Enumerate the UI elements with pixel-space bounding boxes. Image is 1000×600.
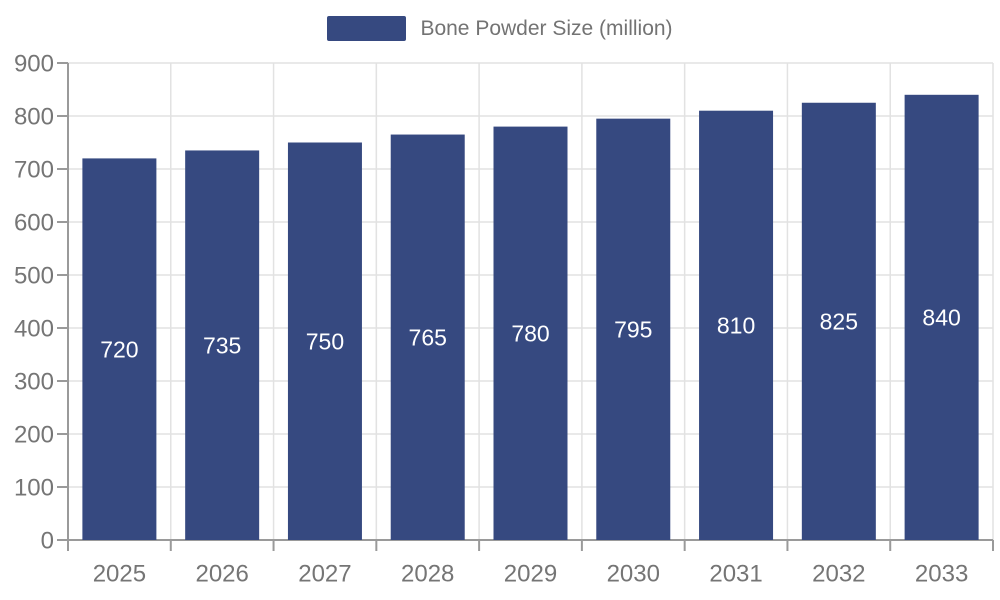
legend: Bone Powder Size (million) xyxy=(0,16,1000,41)
bar xyxy=(493,126,568,540)
bar xyxy=(287,142,362,540)
y-tick-label: 300 xyxy=(14,368,54,395)
bar-value-label: 750 xyxy=(306,328,344,354)
bar xyxy=(801,102,876,540)
bar xyxy=(699,110,774,540)
y-tick-label: 200 xyxy=(14,421,54,448)
x-tick-label: 2027 xyxy=(298,560,351,587)
bar xyxy=(82,158,157,540)
bar-value-label: 780 xyxy=(511,320,549,346)
x-tick-label: 2029 xyxy=(504,560,557,587)
bar-value-label: 840 xyxy=(922,304,960,330)
bar-value-label: 735 xyxy=(203,332,241,358)
legend-label: Bone Powder Size (million) xyxy=(420,17,673,40)
legend-swatch xyxy=(327,16,407,41)
bar-value-label: 720 xyxy=(100,336,138,362)
bar xyxy=(904,94,979,541)
bar-value-label: 795 xyxy=(614,316,652,342)
bar-value-label: 810 xyxy=(717,312,755,338)
x-tick-label: 2030 xyxy=(607,560,660,587)
x-tick-label: 2031 xyxy=(709,560,762,587)
bar xyxy=(185,150,260,540)
y-tick-label: 800 xyxy=(14,103,54,130)
y-tick-label: 500 xyxy=(14,262,54,289)
x-tick-label: 2025 xyxy=(93,560,146,587)
y-tick-label: 0 xyxy=(41,527,54,554)
y-tick-label: 400 xyxy=(14,315,54,342)
y-tick-label: 700 xyxy=(14,156,54,183)
bar-value-label: 825 xyxy=(820,308,858,334)
bar xyxy=(390,134,465,541)
y-tick-label: 600 xyxy=(14,209,54,236)
x-tick-label: 2026 xyxy=(195,560,248,587)
y-tick-label: 900 xyxy=(14,50,54,77)
x-tick-label: 2028 xyxy=(401,560,454,587)
bar-value-label: 765 xyxy=(409,324,447,350)
x-tick-label: 2033 xyxy=(915,560,968,587)
y-tick-label: 100 xyxy=(14,474,54,501)
x-tick-label: 2032 xyxy=(812,560,865,587)
bar xyxy=(596,118,671,541)
legend-item[interactable]: Bone Powder Size (million) xyxy=(327,16,673,41)
